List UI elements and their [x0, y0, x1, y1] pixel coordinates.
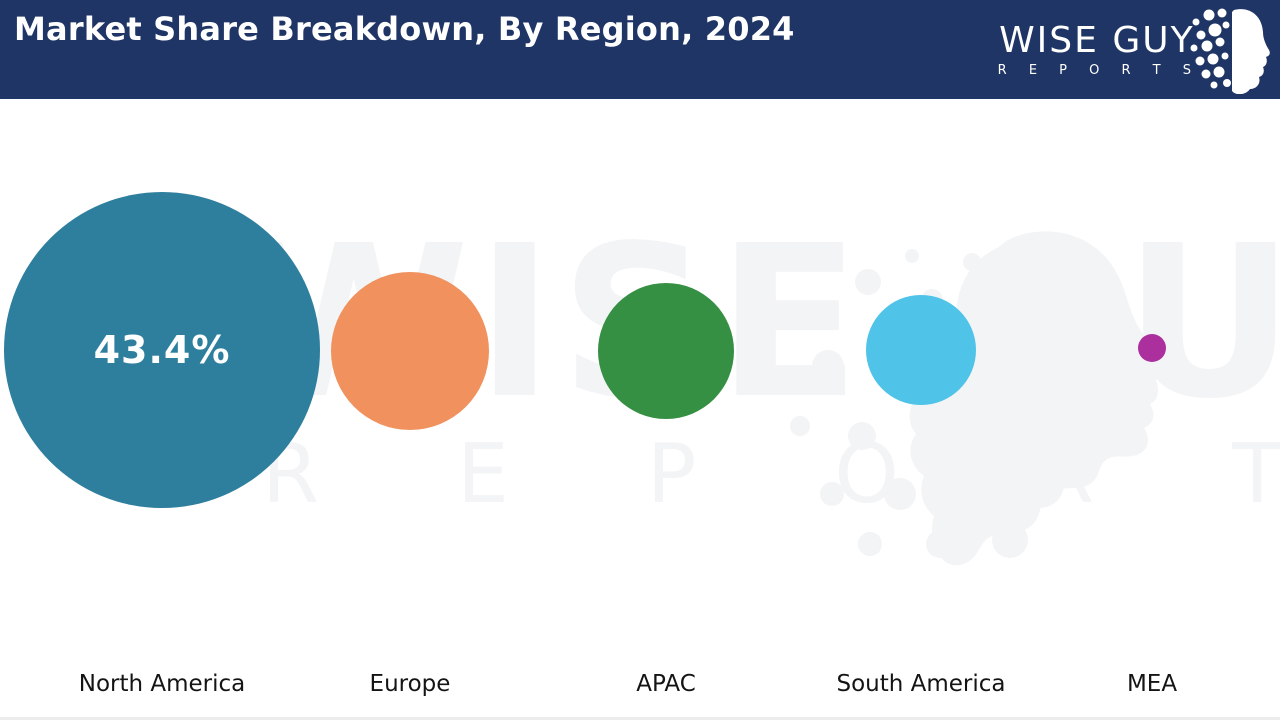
bubble-europe [331, 272, 489, 430]
bubble-mea [1138, 334, 1166, 362]
bubble-north-america: 43.4% [4, 192, 320, 508]
bubble-apac [598, 283, 734, 419]
header-bar: Market Share Breakdown, By Region, 2024 … [0, 0, 1280, 99]
brand-name: WISE GUY [999, 20, 1195, 61]
brand-face-icon [1190, 8, 1270, 94]
watermark-face-icon [790, 231, 1166, 566]
brand-wordmark: WISE GUY R E P O R T S [994, 21, 1200, 79]
category-label-south-america: South America [836, 671, 1006, 697]
category-label-north-america: North America [78, 671, 246, 697]
category-label-apac: APAC [636, 671, 696, 697]
page-title: Market Share Breakdown, By Region, 2024 [14, 10, 795, 48]
brand-subtitle: R E P O R T S [997, 63, 1200, 78]
bubble-value-label: 43.4% [93, 328, 231, 372]
bubble-south-america [866, 295, 976, 405]
brand-logo: WISE GUY R E P O R T S [994, 4, 1270, 96]
category-label-mea: MEA [1126, 671, 1178, 697]
category-label-europe: Europe [369, 671, 451, 697]
bottom-divider [0, 717, 1280, 720]
